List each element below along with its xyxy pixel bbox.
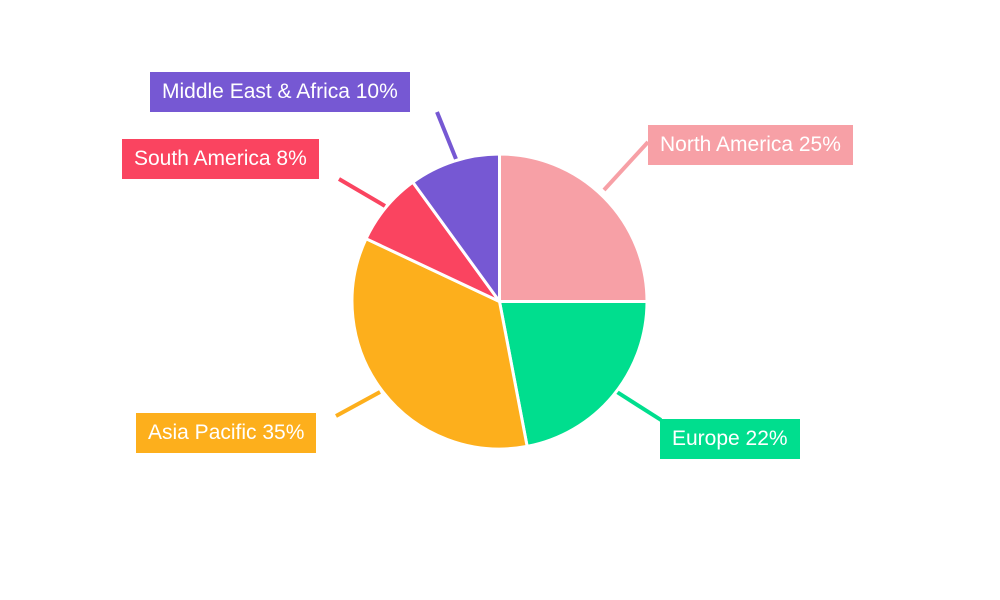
pie-label-middle-east-africa[interactable]: Middle East & Africa 10%	[150, 72, 410, 112]
leader-line-asia-pacific	[335, 390, 381, 418]
pie-label-europe[interactable]: Europe 22%	[660, 419, 800, 459]
leader-line-middle-east-africa	[435, 111, 458, 160]
pie-label-south-america[interactable]: South America 8%	[122, 139, 319, 179]
pie-label-north-america[interactable]: North America 25%	[648, 125, 853, 165]
pie-slice-middle-east-africa[interactable]	[410, 152, 501, 307]
pie-slice-north-america[interactable]	[498, 152, 649, 303]
leader-line-europe	[615, 390, 663, 422]
pie-slice-asia-pacific[interactable]	[350, 236, 529, 451]
leader-line-north-america	[602, 140, 650, 192]
pie-wedges-group	[350, 152, 649, 451]
pie-label-asia-pacific[interactable]: Asia Pacific 35%	[136, 413, 317, 453]
leader-lines-group	[335, 111, 663, 422]
pie-slice-europe[interactable]	[497, 300, 649, 449]
leader-line-south-america	[337, 177, 387, 208]
